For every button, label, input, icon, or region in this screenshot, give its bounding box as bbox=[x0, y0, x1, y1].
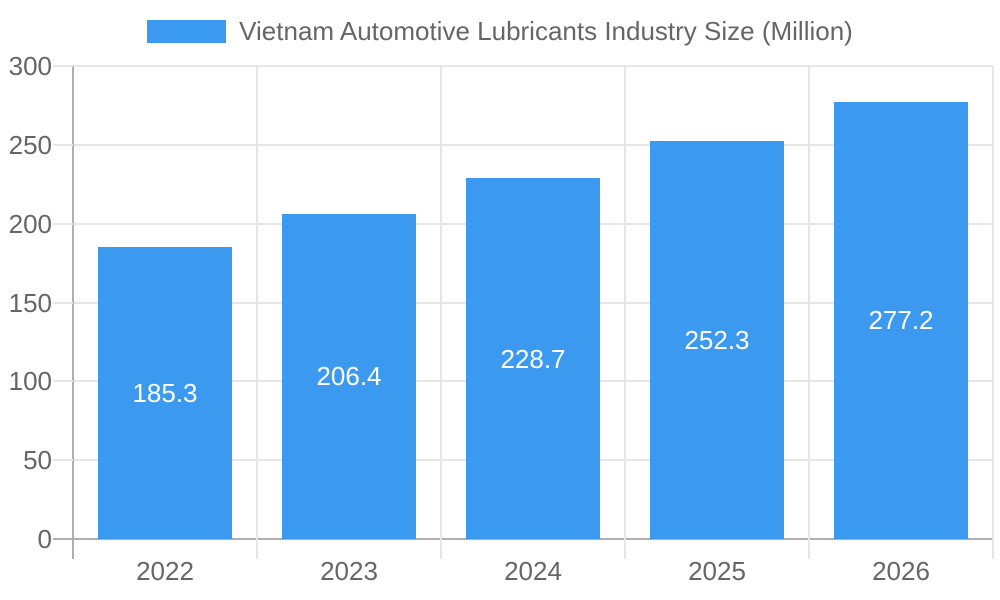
y-axis-tick-label: 300 bbox=[8, 51, 52, 81]
bar[interactable]: 228.7 bbox=[466, 178, 600, 539]
x-axis-tick-label: 2023 bbox=[320, 556, 378, 586]
y-axis-tick-label: 50 bbox=[23, 445, 52, 476]
bar[interactable]: 206.4 bbox=[282, 213, 416, 539]
y-tick bbox=[53, 65, 73, 67]
y-axis-tick-label: 100 bbox=[8, 366, 52, 397]
x-axis-line bbox=[73, 538, 993, 540]
x-axis-tick-label: 2024 bbox=[504, 556, 562, 586]
y-tick bbox=[53, 143, 73, 146]
y-axis-tick-label: 200 bbox=[8, 208, 52, 239]
x-axis-tick-label: 2025 bbox=[688, 556, 746, 586]
y-tick bbox=[53, 301, 73, 304]
bar-value-label: 252.3 bbox=[684, 325, 750, 356]
bar-value-label: 277.2 bbox=[868, 305, 934, 336]
bar-value-label: 228.7 bbox=[500, 343, 566, 374]
y-axis-tick-label: 250 bbox=[8, 129, 52, 160]
x-axis-tick-label: 2026 bbox=[872, 556, 930, 586]
plot-area: 185.3 206.4 228.7 252.3 277.2 bbox=[72, 65, 994, 559]
x-gridline bbox=[440, 66, 442, 559]
legend-swatch-icon bbox=[147, 19, 227, 43]
x-axis-tick-label: 2022 bbox=[136, 556, 194, 586]
y-tick bbox=[53, 459, 73, 462]
y-gridline bbox=[73, 143, 993, 146]
bar[interactable]: 185.3 bbox=[98, 246, 232, 539]
bar-value-label: 206.4 bbox=[316, 361, 382, 392]
y-tick bbox=[53, 538, 73, 540]
x-gridline bbox=[992, 66, 994, 559]
x-gridline bbox=[624, 66, 626, 559]
bar-value-label: 185.3 bbox=[132, 377, 198, 408]
x-gridline bbox=[256, 66, 258, 559]
y-axis-line bbox=[72, 66, 74, 559]
legend-label: Vietnam Automotive Lubricants Industry S… bbox=[239, 16, 853, 46]
bar[interactable]: 252.3 bbox=[650, 141, 784, 539]
y-tick bbox=[53, 222, 73, 225]
y-tick bbox=[53, 380, 73, 383]
bar[interactable]: 277.2 bbox=[834, 101, 968, 539]
y-gridline bbox=[73, 65, 993, 67]
y-axis-tick-label: 0 bbox=[37, 524, 52, 554]
legend[interactable]: Vietnam Automotive Lubricants Industry S… bbox=[0, 17, 1000, 45]
y-axis-tick-label: 150 bbox=[8, 287, 52, 318]
x-gridline bbox=[808, 66, 810, 559]
